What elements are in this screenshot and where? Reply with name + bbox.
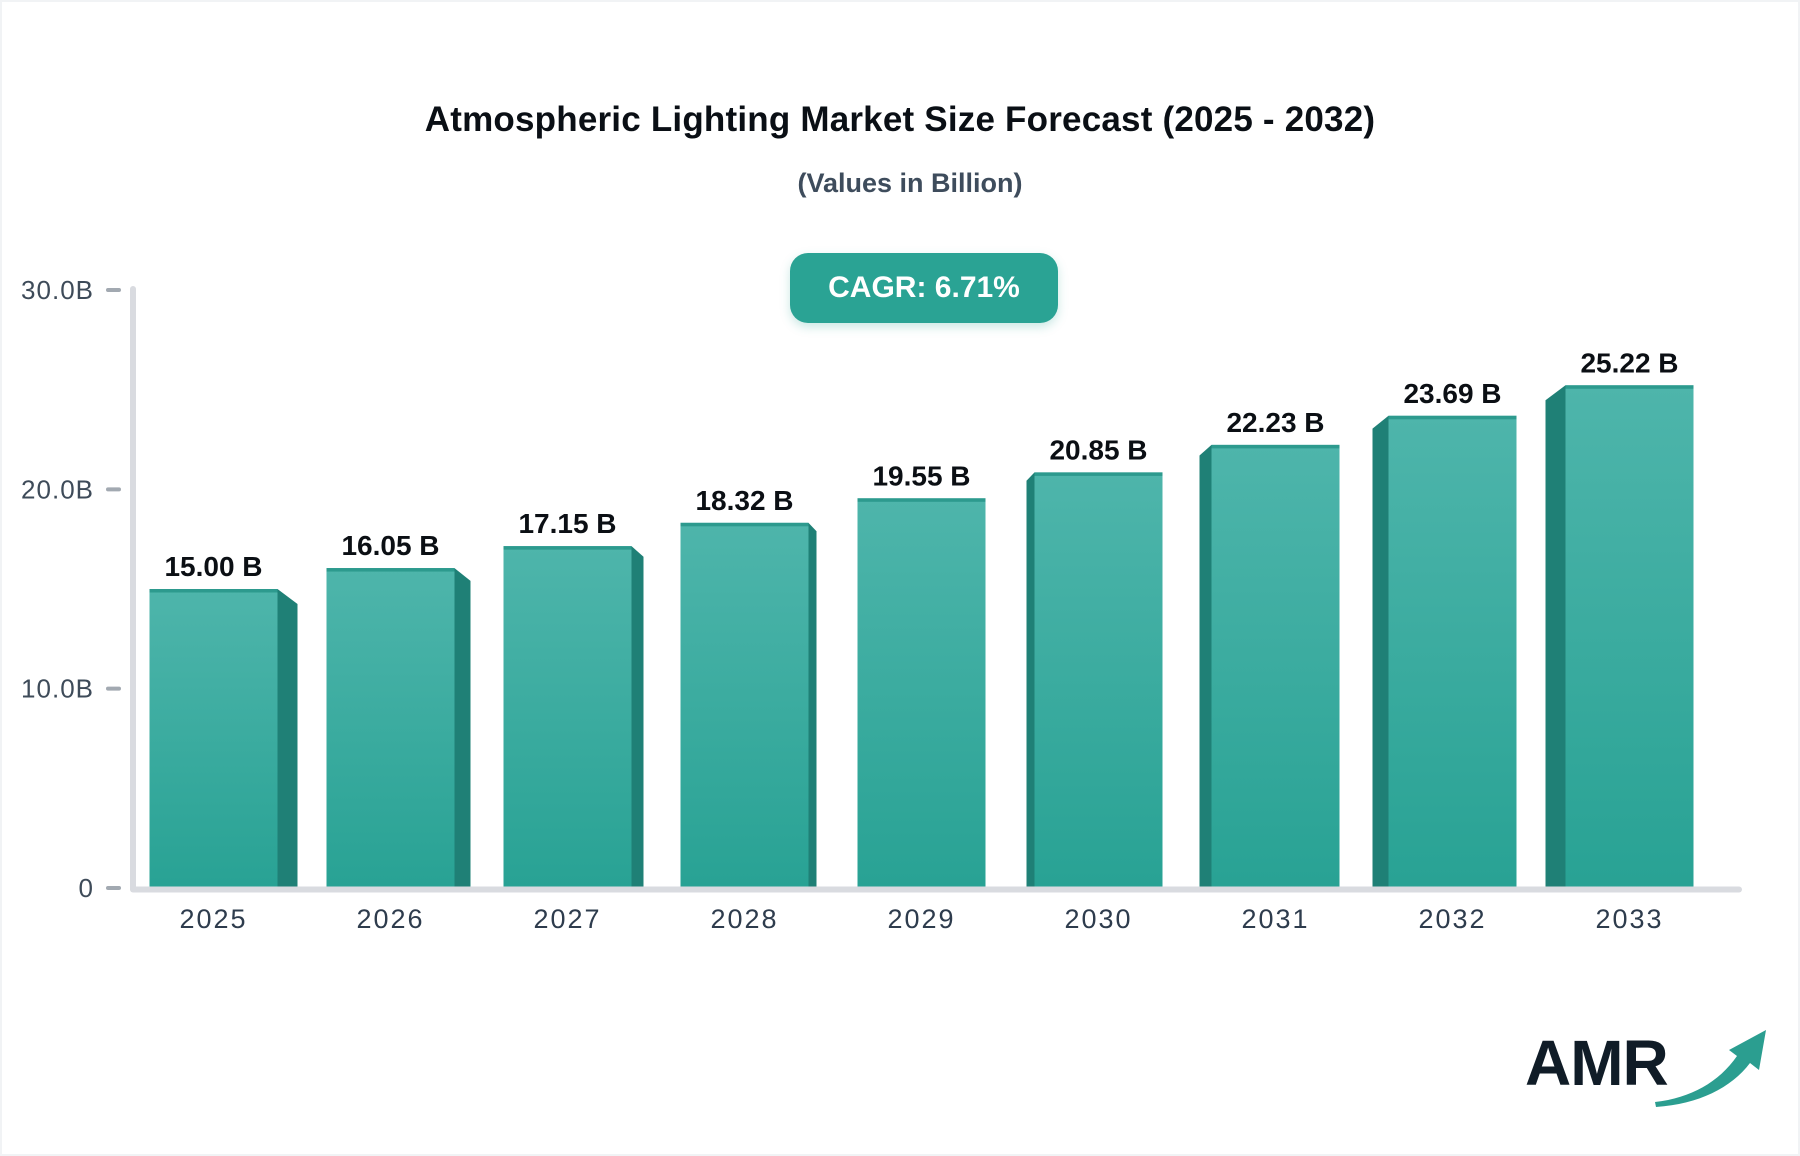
x-axis-label: 2030 xyxy=(1064,904,1132,934)
bar-top-edge xyxy=(326,568,455,572)
x-axis-label: 2033 xyxy=(1595,904,1663,934)
bar-side-face xyxy=(631,546,644,889)
y-tick-dash xyxy=(106,886,121,890)
bar-front-face xyxy=(326,568,455,889)
bar-top-edge xyxy=(1034,472,1163,476)
bar-group-2027 xyxy=(503,546,644,889)
bar-side-face xyxy=(1372,415,1389,889)
bar-front-face xyxy=(1211,444,1340,889)
bar-value-label: 16.05 B xyxy=(341,530,439,561)
y-tick-label: 10.0B xyxy=(21,674,94,704)
growth-arrow-icon xyxy=(1655,1030,1766,1107)
bar-value-label: 17.15 B xyxy=(518,508,616,539)
bar-side-face xyxy=(1545,385,1566,889)
bar-group-2030 xyxy=(1026,472,1163,889)
x-axis-label: 2031 xyxy=(1241,904,1309,934)
amr-logo: AMR xyxy=(1525,1018,1766,1118)
bar-group-2033 xyxy=(1545,385,1694,889)
bar-top-edge xyxy=(857,498,986,502)
x-axis-line xyxy=(130,886,1742,893)
bar-side-face xyxy=(454,568,471,889)
y-tick-label: 30.0B xyxy=(21,275,94,305)
bar-group-2031 xyxy=(1199,444,1340,889)
bar-front-face xyxy=(1034,472,1163,889)
bar-group-2032 xyxy=(1372,415,1517,889)
bar-top-edge xyxy=(1388,415,1517,420)
y-tick-label: 20.0B xyxy=(21,474,94,504)
amr-logo-text: AMR xyxy=(1525,1027,1669,1099)
x-axis-label: 2029 xyxy=(887,904,955,934)
y-tick-label: 0 xyxy=(79,873,94,903)
bar-top-edge xyxy=(1211,444,1340,449)
y-axis-line xyxy=(130,286,136,892)
x-axis-label: 2028 xyxy=(710,904,778,934)
chart-title: Atmospheric Lighting Market Size Forecas… xyxy=(424,100,1376,139)
x-axis-label: 2025 xyxy=(179,904,247,934)
x-axis-label: 2026 xyxy=(356,904,424,934)
bar-group-2029 xyxy=(857,498,986,889)
bar-front-face xyxy=(857,498,986,889)
bar-side-face xyxy=(1026,472,1035,889)
bar-value-label: 22.23 B xyxy=(1226,407,1324,438)
bar-value-label: 15.00 B xyxy=(164,551,262,582)
bar-top-edge xyxy=(680,522,809,527)
bar-value-label: 25.22 B xyxy=(1580,347,1678,378)
bar-group-2028 xyxy=(680,522,817,889)
bar-top-edge xyxy=(149,589,278,593)
bar-top-edge xyxy=(1565,385,1694,389)
bar-front-face xyxy=(1565,385,1694,889)
bar-front-face xyxy=(1388,415,1517,889)
bar-top-edge xyxy=(503,546,632,550)
bar-value-label: 20.85 B xyxy=(1049,434,1147,465)
y-tick-dash xyxy=(106,686,121,691)
bar-front-face xyxy=(503,546,632,889)
bar-group-2026 xyxy=(326,568,471,889)
bar-value-label: 19.55 B xyxy=(872,460,970,491)
bar-front-face xyxy=(680,522,809,889)
bar-front-face xyxy=(149,589,278,889)
chart-subtitle: (Values in Billion) xyxy=(797,168,1023,198)
x-axis-label: 2032 xyxy=(1418,904,1486,934)
bar-value-label: 23.69 B xyxy=(1403,378,1501,409)
bar-group-2025 xyxy=(149,589,298,889)
bar-side-face xyxy=(808,522,817,889)
bar-side-face xyxy=(277,589,298,889)
y-tick-dash xyxy=(106,288,121,292)
bar-value-label: 18.32 B xyxy=(695,485,793,516)
y-tick-dash xyxy=(106,487,121,492)
cagr-badge: CAGR: 6.71% xyxy=(790,253,1058,323)
bar-side-face xyxy=(1199,444,1212,889)
x-axis-label: 2027 xyxy=(533,904,601,934)
